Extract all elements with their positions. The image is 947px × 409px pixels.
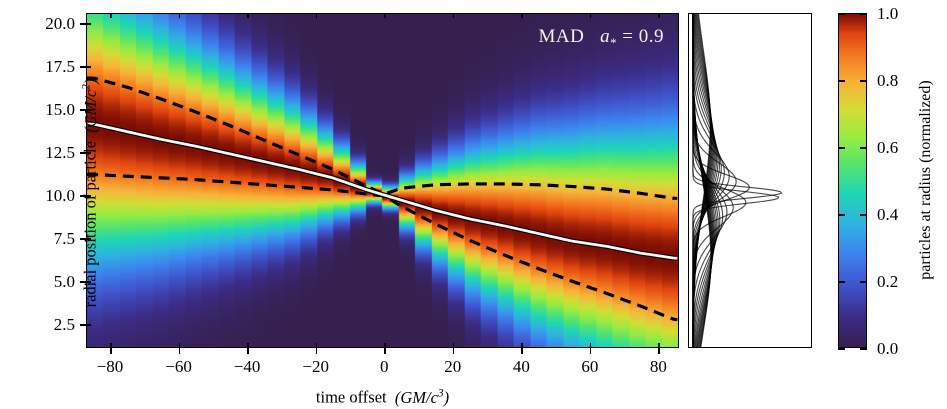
x-tick-mark bbox=[452, 348, 455, 354]
y-tick-mark-inner bbox=[86, 66, 91, 68]
x-tick-mark-top bbox=[247, 13, 249, 18]
colorbar-tick-inner bbox=[838, 214, 845, 216]
y-tick-mark-inner bbox=[86, 109, 91, 111]
median-radius-line bbox=[87, 122, 678, 260]
y-tick-label: 20.0 bbox=[45, 14, 75, 34]
y-tick-mark bbox=[80, 323, 86, 326]
y-tick-label: 5.0 bbox=[53, 272, 75, 291]
x-axis-title-text: time offset bbox=[315, 387, 387, 407]
x-tick-label: 80 bbox=[649, 357, 667, 376]
x-tick-mark-inner bbox=[658, 343, 661, 348]
x-tick-mark-inner bbox=[589, 343, 592, 348]
y-tick-mark bbox=[80, 281, 86, 283]
radial-profile-curves bbox=[692, 14, 783, 347]
x-tick-label: 40 bbox=[512, 357, 530, 376]
y-tick-label: 17.5 bbox=[45, 57, 75, 77]
colorbar-tick-inner bbox=[838, 348, 845, 350]
colorbar-tick-label: 0.6 bbox=[877, 138, 899, 157]
x-tick-mark bbox=[247, 348, 249, 354]
x-tick-label: −40 bbox=[233, 357, 261, 376]
y-tick-label: 15.0 bbox=[45, 100, 75, 120]
y-tick-mark bbox=[80, 238, 86, 240]
x-tick-mark bbox=[521, 348, 523, 354]
x-tick-label: 60 bbox=[581, 357, 599, 376]
y-tick-mark bbox=[80, 152, 86, 154]
y-tick-label: 10.0 bbox=[45, 186, 75, 206]
colorbar-tick-mark bbox=[860, 348, 867, 350]
annotation-model-label: MAD bbox=[538, 26, 585, 47]
y-tick-label: 2.5 bbox=[53, 314, 75, 334]
x-tick-mark-top bbox=[521, 13, 523, 18]
radial-profile-curve bbox=[692, 14, 783, 347]
y-tick-mark-inner bbox=[86, 195, 91, 197]
colorbar-tick-inner bbox=[838, 80, 845, 82]
x-tick-mark-top bbox=[109, 13, 112, 18]
colorbar bbox=[838, 13, 867, 348]
upper-quantile-dashed-line bbox=[87, 76, 678, 201]
x-axis-units: (GM/c3) bbox=[394, 387, 450, 407]
x-tick-mark-inner bbox=[178, 343, 181, 348]
colorbar-tick-label: 0.0 bbox=[877, 339, 899, 358]
x-tick-mark-top bbox=[315, 13, 318, 18]
x-tick-mark-inner bbox=[452, 343, 455, 348]
x-tick-mark bbox=[178, 348, 181, 354]
x-tick-mark-inner bbox=[247, 343, 249, 348]
colorbar-tick-label: 1.0 bbox=[877, 4, 899, 23]
x-tick-mark-top bbox=[589, 13, 592, 18]
x-tick-mark bbox=[109, 348, 112, 354]
x-tick-mark bbox=[384, 348, 386, 354]
x-tick-mark bbox=[315, 348, 318, 354]
colorbar-tick-label: 0.2 bbox=[877, 272, 899, 291]
annotation-spin-subscript: * bbox=[610, 34, 618, 50]
median-line-halo bbox=[87, 121, 678, 261]
x-tick-mark-inner bbox=[384, 343, 386, 348]
plot-annotation: MAD a* = 0.9 bbox=[538, 26, 664, 51]
colorbar-tick-inner bbox=[838, 147, 845, 149]
annotation-spin-symbol: a bbox=[600, 26, 611, 47]
radial-profile-side-panel bbox=[688, 13, 812, 348]
colorbar-gradient bbox=[839, 14, 866, 347]
x-tick-mark-top bbox=[178, 13, 181, 18]
y-tick-mark-inner bbox=[86, 323, 91, 326]
y-tick-mark bbox=[80, 195, 86, 197]
colorbar-tick-inner bbox=[838, 13, 845, 15]
main-heatmap-axes: MAD a* = 0.9 bbox=[86, 13, 679, 348]
annotation-spin-value: = 0.9 bbox=[622, 26, 664, 47]
y-tick-mark-inner bbox=[86, 281, 91, 283]
colorbar-tick-mark bbox=[860, 281, 867, 283]
x-tick-mark-inner bbox=[521, 343, 523, 348]
x-tick-mark bbox=[658, 348, 661, 354]
colorbar-tick-label: 0.8 bbox=[877, 71, 899, 90]
x-tick-mark-inner bbox=[315, 343, 318, 348]
x-tick-mark-top bbox=[384, 13, 386, 18]
colorbar-tick-inner bbox=[838, 281, 845, 283]
colorbar-tick-mark bbox=[860, 13, 867, 15]
x-tick-label: −80 bbox=[96, 357, 124, 376]
x-tick-mark-inner bbox=[109, 343, 112, 348]
colorbar-tick-mark bbox=[860, 80, 867, 82]
y-tick-mark bbox=[80, 109, 86, 111]
x-tick-mark-top bbox=[452, 13, 455, 18]
y-tick-mark-inner bbox=[86, 152, 91, 154]
y-tick-mark bbox=[80, 23, 86, 25]
x-tick-mark-top bbox=[658, 13, 661, 18]
x-tick-mark bbox=[589, 348, 592, 354]
colorbar-title: particles at radius (normalized) bbox=[917, 80, 934, 280]
x-tick-label: −60 bbox=[165, 357, 192, 376]
y-tick-mark bbox=[80, 66, 86, 68]
colorbar-tick-mark bbox=[860, 147, 867, 149]
x-tick-label: −20 bbox=[302, 357, 329, 376]
y-tick-label: 12.5 bbox=[45, 143, 75, 163]
y-tick-mark-inner bbox=[86, 238, 91, 240]
x-tick-label: 0 bbox=[379, 357, 389, 376]
y-tick-mark-inner bbox=[86, 23, 91, 25]
y-tick-label: 7.5 bbox=[53, 229, 75, 249]
colorbar-tick-mark bbox=[860, 214, 867, 216]
x-tick-label: 20 bbox=[444, 357, 462, 376]
x-axis-title: time offset (GM/c3) bbox=[86, 387, 679, 408]
colorbar-tick-label: 0.4 bbox=[877, 205, 899, 224]
quantile-lines-overlay bbox=[87, 76, 678, 322]
